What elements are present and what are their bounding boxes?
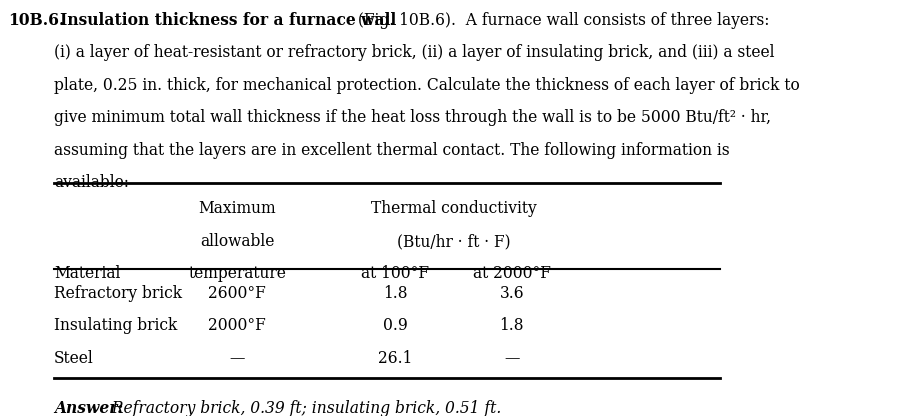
Text: 2000°F: 2000°F xyxy=(209,317,266,334)
Text: —: — xyxy=(504,350,520,367)
Text: (Btu/hr · ft · F): (Btu/hr · ft · F) xyxy=(397,233,511,250)
Text: at 100°F: at 100°F xyxy=(361,265,429,282)
Text: Steel: Steel xyxy=(54,350,94,367)
Text: (Fig. 10B.6).  A furnace wall consists of three layers:: (Fig. 10B.6). A furnace wall consists of… xyxy=(353,12,770,29)
Text: 3.6: 3.6 xyxy=(500,285,524,302)
Text: Maximum: Maximum xyxy=(199,201,276,218)
Text: at 2000°F: at 2000°F xyxy=(473,265,551,282)
Text: Insulation thickness for a furnace wall: Insulation thickness for a furnace wall xyxy=(59,12,396,29)
Text: 2600°F: 2600°F xyxy=(209,285,266,302)
Text: 0.9: 0.9 xyxy=(383,317,408,334)
Text: —: — xyxy=(230,350,245,367)
Text: plate, 0.25 in. thick, for mechanical protection. Calculate the thickness of eac: plate, 0.25 in. thick, for mechanical pr… xyxy=(54,77,800,94)
Text: Thermal conductivity: Thermal conductivity xyxy=(371,201,536,218)
Text: 1.8: 1.8 xyxy=(383,285,407,302)
Text: Material: Material xyxy=(54,265,121,282)
Text: assuming that the layers are in excellent thermal contact. The following informa: assuming that the layers are in excellen… xyxy=(54,142,730,159)
Text: (i) a layer of heat-resistant or refractory brick, (ii) a layer of insulating br: (i) a layer of heat-resistant or refract… xyxy=(54,45,775,62)
Text: 26.1: 26.1 xyxy=(378,350,413,367)
Text: Refractory brick: Refractory brick xyxy=(54,285,182,302)
Text: 1.8: 1.8 xyxy=(500,317,524,334)
Text: temperature: temperature xyxy=(188,265,286,282)
Text: Refractory brick, 0.39 ft; insulating brick, 0.51 ft.: Refractory brick, 0.39 ft; insulating br… xyxy=(106,400,501,416)
Text: give minimum total wall thickness if the heat loss through the wall is to be 500: give minimum total wall thickness if the… xyxy=(54,109,771,126)
Text: available:: available: xyxy=(54,174,129,191)
Text: 10B.6.: 10B.6. xyxy=(8,12,65,29)
Text: allowable: allowable xyxy=(200,233,274,250)
Text: Answer:: Answer: xyxy=(54,400,124,416)
Text: Insulating brick: Insulating brick xyxy=(54,317,178,334)
